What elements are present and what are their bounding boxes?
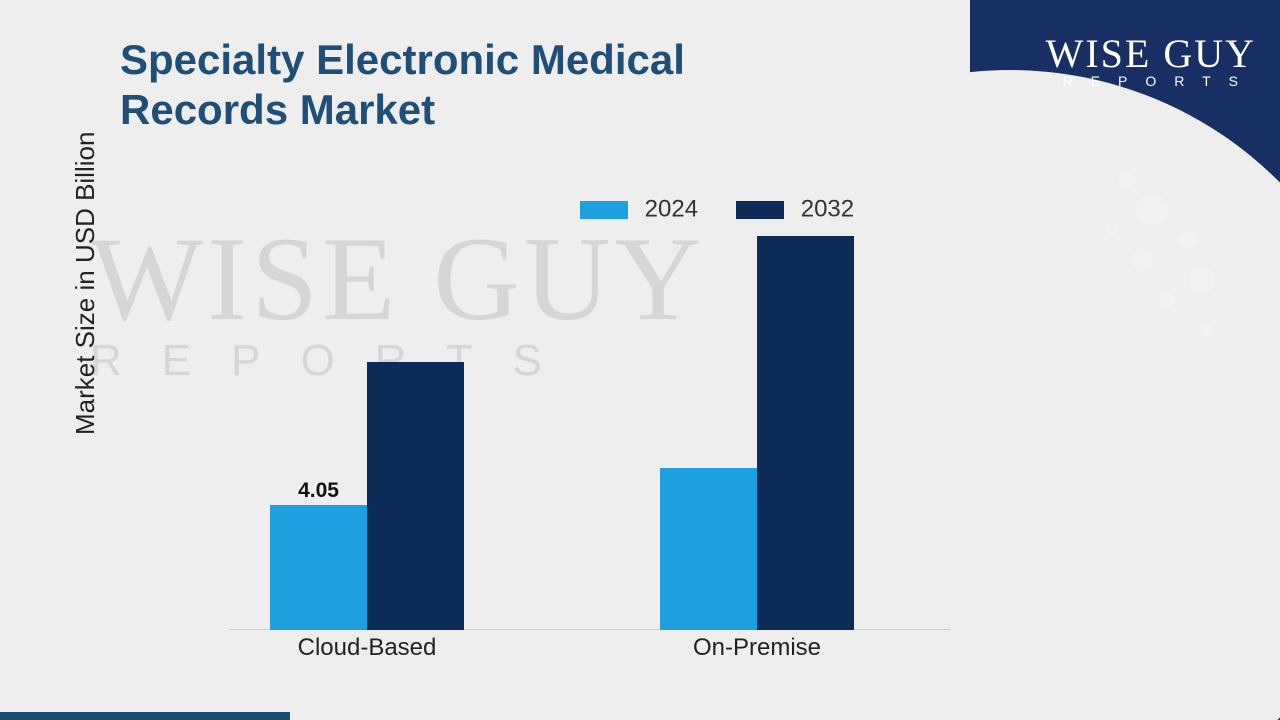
bar <box>757 236 854 630</box>
x-axis-category: On-Premise <box>660 634 854 662</box>
legend-item: 2024 <box>580 195 698 224</box>
chart-title: Specialty Electronic Medical Records Mar… <box>120 35 740 136</box>
legend-label: 2032 <box>801 196 854 223</box>
brand-logo: WISE GUY REPORTS <box>1046 30 1256 89</box>
brand-line1: WISE GUY <box>1046 30 1256 77</box>
stage: WISE GUY REPORTS WISE GUY REPORTS Specia… <box>0 0 1280 720</box>
chart-plot: 4.05Cloud-BasedOn-Premise <box>230 230 950 630</box>
y-axis-label: Market Size in USD Billion <box>70 132 101 435</box>
legend-swatch <box>580 201 628 219</box>
bar <box>367 362 464 630</box>
head-silhouette-icon <box>902 120 1262 640</box>
legend: 2024 2032 <box>580 195 854 224</box>
bar <box>660 468 757 630</box>
bottom-accent-line <box>0 712 290 720</box>
legend-swatch <box>736 201 784 219</box>
brand-line2: REPORTS <box>1046 73 1256 89</box>
x-axis-category: Cloud-Based <box>270 634 464 662</box>
legend-item: 2032 <box>736 195 854 224</box>
bar-value-label: 4.05 <box>298 479 339 503</box>
bar <box>270 505 367 630</box>
legend-label: 2024 <box>645 196 698 223</box>
